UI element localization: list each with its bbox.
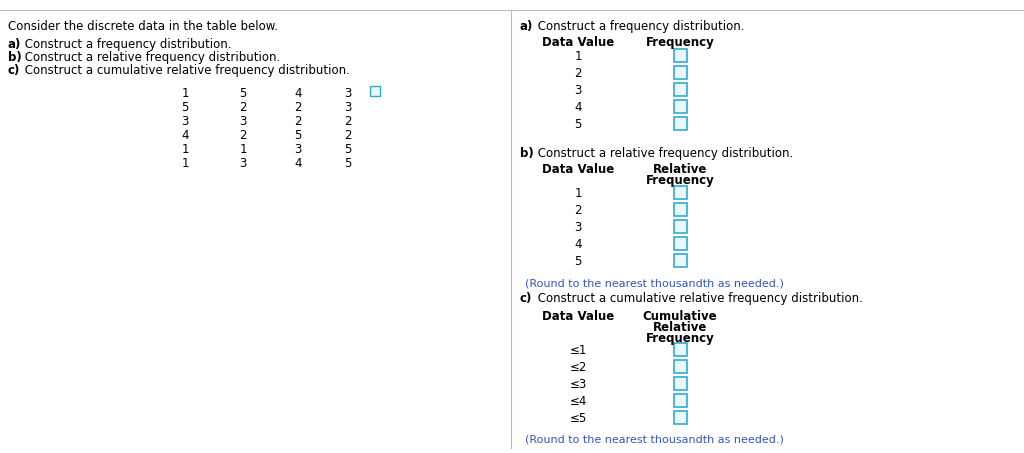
Bar [674, 203, 686, 216]
Text: 1: 1 [574, 50, 582, 63]
Bar [674, 100, 686, 113]
Text: Relative: Relative [653, 163, 708, 176]
Text: b): b) [8, 51, 22, 64]
Text: 4: 4 [294, 87, 302, 100]
Text: 5: 5 [294, 129, 302, 142]
Text: 4: 4 [294, 157, 302, 170]
Text: Cumulative: Cumulative [643, 310, 718, 323]
Text: 3: 3 [344, 87, 351, 100]
Text: 3: 3 [181, 115, 188, 128]
Text: (Round to the nearest thousandth as needed.): (Round to the nearest thousandth as need… [525, 278, 784, 288]
Text: 2: 2 [240, 129, 247, 142]
Text: b): b) [520, 147, 534, 160]
Bar [674, 49, 686, 62]
Bar [674, 220, 686, 233]
Text: 5: 5 [574, 255, 582, 268]
Text: ≤1: ≤1 [569, 344, 587, 357]
Text: 3: 3 [344, 101, 351, 114]
Bar [674, 360, 686, 373]
Text: 3: 3 [574, 84, 582, 97]
Text: a): a) [8, 38, 22, 51]
Text: 2: 2 [344, 115, 352, 128]
Text: ≤4: ≤4 [569, 395, 587, 408]
Text: 1: 1 [181, 87, 188, 100]
Bar [674, 343, 686, 356]
Text: c): c) [8, 64, 20, 77]
Text: Construct a frequency distribution.: Construct a frequency distribution. [22, 38, 231, 51]
Text: Construct a cumulative relative frequency distribution.: Construct a cumulative relative frequenc… [534, 292, 863, 305]
Text: 3: 3 [240, 115, 247, 128]
Text: 1: 1 [181, 157, 188, 170]
Text: Consider the discrete data in the table below.: Consider the discrete data in the table … [8, 20, 278, 33]
Text: 5: 5 [181, 101, 188, 114]
Text: 2: 2 [294, 101, 302, 114]
Text: a): a) [520, 20, 534, 33]
Text: Construct a cumulative relative frequency distribution.: Construct a cumulative relative frequenc… [22, 64, 350, 77]
Text: 3: 3 [240, 157, 247, 170]
Text: Frequency: Frequency [645, 332, 715, 345]
Text: c): c) [520, 292, 532, 305]
Text: 1: 1 [574, 187, 582, 200]
Text: ≤5: ≤5 [569, 412, 587, 425]
Text: 4: 4 [574, 238, 582, 251]
Text: Construct a frequency distribution.: Construct a frequency distribution. [534, 20, 744, 33]
Bar [674, 66, 686, 79]
Text: 5: 5 [240, 87, 247, 100]
Bar [674, 117, 686, 130]
Bar [674, 377, 686, 390]
Bar [674, 394, 686, 407]
Bar [674, 186, 686, 199]
Text: Construct a relative frequency distribution.: Construct a relative frequency distribut… [22, 51, 281, 64]
Text: 1: 1 [240, 143, 247, 156]
Text: 1: 1 [181, 143, 188, 156]
Text: ≤3: ≤3 [569, 378, 587, 391]
Text: 5: 5 [344, 143, 351, 156]
Text: 4: 4 [181, 129, 188, 142]
Text: (Round to the nearest thousandth as needed.): (Round to the nearest thousandth as need… [525, 435, 784, 445]
Bar [674, 83, 686, 96]
Text: Data Value: Data Value [542, 163, 614, 176]
Text: 5: 5 [574, 118, 582, 131]
Text: 3: 3 [294, 143, 302, 156]
Text: Frequency: Frequency [645, 174, 715, 187]
Text: Data Value: Data Value [542, 310, 614, 323]
Text: Relative: Relative [653, 321, 708, 334]
Text: 2: 2 [240, 101, 247, 114]
Text: 3: 3 [574, 221, 582, 234]
Text: ≤2: ≤2 [569, 361, 587, 374]
Text: 5: 5 [344, 157, 351, 170]
Text: Data Value: Data Value [542, 36, 614, 49]
Bar [674, 254, 686, 267]
Text: Construct a relative frequency distribution.: Construct a relative frequency distribut… [534, 147, 794, 160]
Text: 2: 2 [574, 67, 582, 80]
Text: Frequency: Frequency [645, 36, 715, 49]
Text: 4: 4 [574, 101, 582, 114]
Text: 2: 2 [574, 204, 582, 217]
Bar [674, 237, 686, 250]
Bar [370, 86, 380, 96]
Text: 2: 2 [294, 115, 302, 128]
Bar [674, 411, 686, 424]
Text: 2: 2 [344, 129, 352, 142]
